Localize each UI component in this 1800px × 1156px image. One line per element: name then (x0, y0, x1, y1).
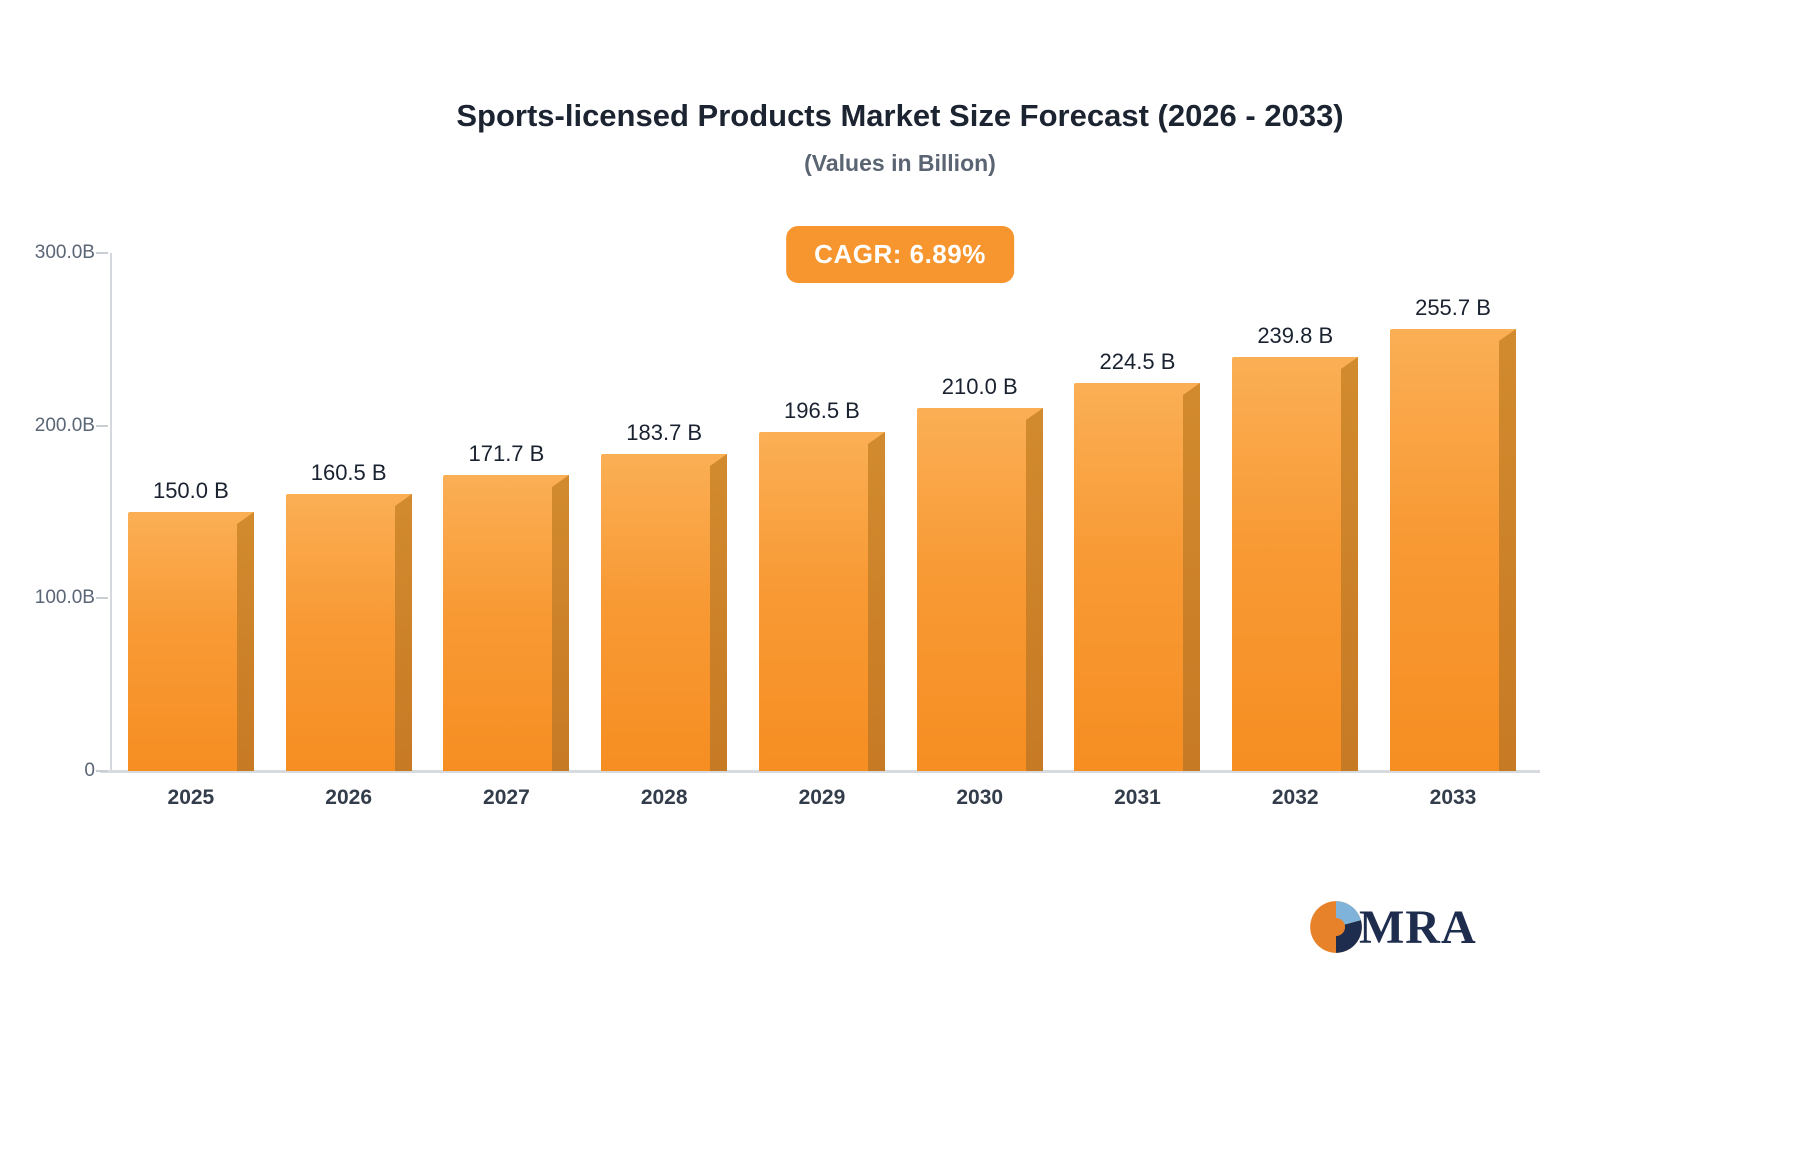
bar[interactable] (758, 432, 885, 771)
bar-slot: 239.8 B (1217, 253, 1374, 771)
x-axis-label: 2027 (483, 786, 530, 809)
y-tick-mark (96, 597, 108, 600)
bar[interactable] (127, 512, 254, 771)
bar-value-label: 255.7 B (1415, 295, 1491, 320)
bar-3d-side (1025, 420, 1043, 771)
bar-3d-bevel (1183, 383, 1201, 395)
x-axis-label: 2028 (640, 786, 688, 809)
bar-3d-bevel (394, 494, 412, 506)
bar-3d-side (236, 524, 254, 771)
bar[interactable] (601, 454, 728, 771)
bar-slot: 171.7 B (428, 253, 585, 771)
y-tick-mark (96, 424, 108, 427)
y-tick-label: 200.0B (34, 414, 95, 436)
x-axis-label: 2026 (325, 786, 372, 809)
bar-3d-side (1183, 395, 1201, 771)
y-tick-mark (96, 770, 108, 772)
bar[interactable] (285, 494, 412, 771)
bar[interactable] (1074, 383, 1201, 771)
bar-value-label: 183.7 B (626, 420, 703, 445)
bar[interactable] (1232, 357, 1359, 771)
bar-slot: 196.5 B (743, 253, 900, 771)
bar-3d-bevel (710, 454, 728, 466)
y-tick-label: 300.0B (34, 242, 95, 263)
y-tick-mark (96, 252, 108, 254)
chart-title: Sports-licensed Products Market Size For… (456, 98, 1344, 133)
bar-3d-bevel (236, 512, 254, 524)
bar-3d-side (394, 506, 412, 771)
y-tick-label: 0 (84, 760, 95, 781)
bar[interactable] (443, 475, 570, 771)
x-axis-label: 2029 (798, 786, 846, 809)
cagr-badge: CAGR: 6.89% (786, 226, 1014, 283)
y-tick-label: 100.0B (34, 587, 95, 609)
x-axis-line (100, 770, 1540, 773)
bar-slot: 224.5 B (1059, 253, 1216, 771)
bar-3d-side (1341, 369, 1359, 771)
brand-logo: MRA (1305, 896, 1477, 958)
bar-3d-side (710, 466, 728, 771)
chart-subtitle: (Values in Billion) (804, 150, 996, 176)
bar[interactable] (1390, 329, 1516, 771)
bar-3d-bevel (867, 432, 885, 444)
bar-3d-bevel (552, 475, 570, 487)
y-axis-line (110, 253, 112, 772)
x-axis-labels: 2025 2026 2027 2028 2029 2030 2031 2032 2033 (112, 786, 1532, 810)
bar-slot: 150.0 B (112, 253, 269, 771)
brand-logo-text: MRA (1359, 900, 1477, 954)
x-axis-label: 2025 (167, 786, 215, 809)
x-axis-label: 2030 (956, 786, 1004, 809)
bar[interactable] (916, 408, 1043, 771)
bar-value-label: 160.5 B (310, 460, 387, 485)
bar-3d-side (1499, 341, 1516, 771)
bar-slot: 210.0 B (901, 253, 1058, 771)
x-axis-label: 2032 (1271, 786, 1319, 809)
bar-value-label: 196.5 B (784, 398, 860, 423)
x-axis-label: 2031 (1114, 786, 1161, 809)
bar-slot: 160.5 B (270, 253, 427, 771)
bar-3d-bevel (1499, 329, 1516, 341)
bar-slot: 183.7 B (586, 253, 743, 771)
bar-3d-bevel (1025, 408, 1043, 420)
bar-3d-bevel (1341, 357, 1359, 369)
x-axis-label: 2033 (1429, 786, 1477, 809)
bar-value-label: 150.0 B (152, 478, 229, 503)
bar-series: 150.0 B 160.5 B 171.7 B 183.7 B 196.5 B 210.0… (112, 253, 1532, 771)
bar-slot: 255.7 B (1375, 253, 1532, 771)
bar-3d-side (552, 487, 570, 771)
bar-value-label: 239.8 B (1257, 323, 1334, 348)
brand-logo-icon (1310, 901, 1362, 953)
bar-value-label: 210.0 B (941, 374, 1018, 399)
bar-3d-side (867, 444, 885, 771)
bar-value-label: 224.5 B (1099, 349, 1176, 374)
bar-value-label: 171.7 B (468, 441, 545, 466)
